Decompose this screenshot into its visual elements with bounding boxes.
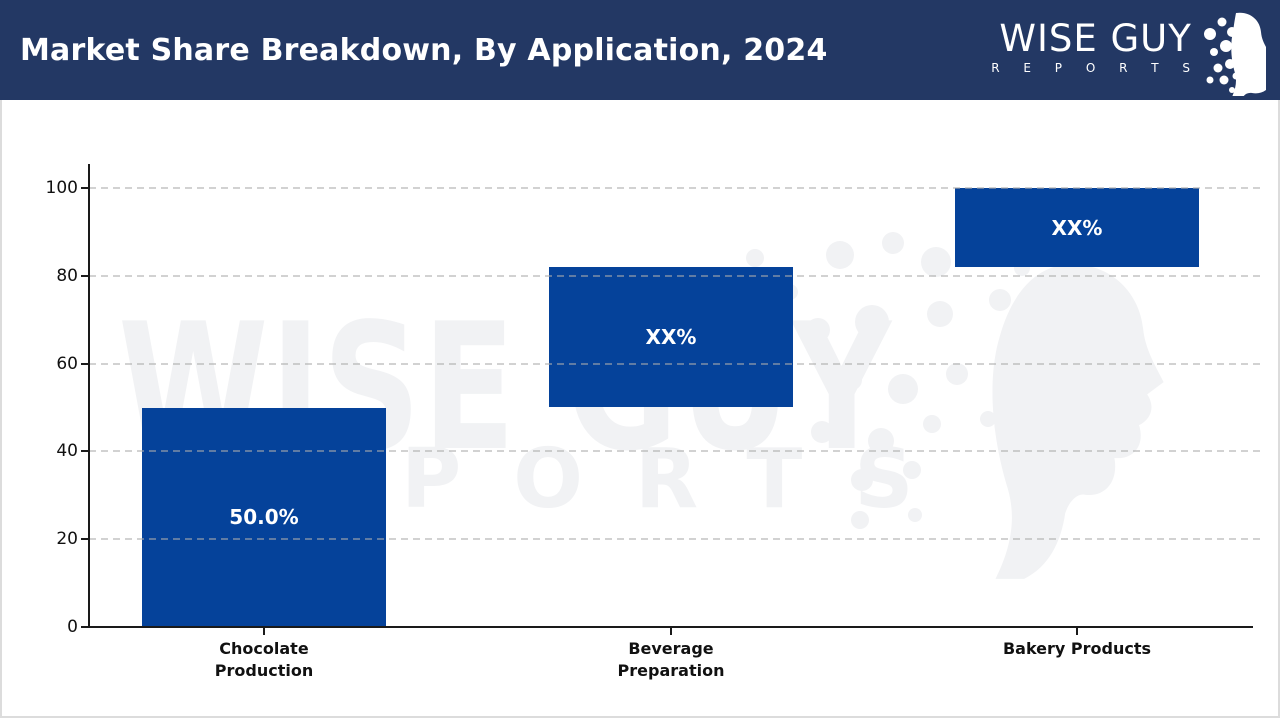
x-axis-tick-mark (1076, 628, 1078, 635)
logo-text: WISE GUY R E P O R T S (991, 17, 1200, 75)
bar-segment: XX% (955, 188, 1199, 268)
header-band: Market Share Breakdown, By Application, … (0, 0, 1280, 100)
x-axis-category-label: Chocolate Production (214, 639, 314, 680)
y-axis-tick-mark (81, 538, 88, 541)
y-axis-tick-label: 20 (56, 529, 78, 550)
gridline (89, 362, 1265, 365)
y-axis-line (88, 164, 90, 628)
dotted-head-icon (1204, 12, 1266, 96)
y-axis-tick-label: 60 (56, 353, 78, 374)
y-axis-tick-label: 0 (67, 617, 78, 637)
logo-wordmark: WISE GUY (999, 17, 1192, 60)
y-axis-tick-mark (81, 362, 88, 365)
chart-title: Market Share Breakdown, By Application, … (20, 32, 828, 68)
y-axis-tick-label: 40 (56, 441, 78, 462)
bar-segment: XX% (549, 267, 793, 408)
y-axis-tick-mark (81, 626, 88, 628)
y-axis-tick-label: 80 (56, 265, 78, 286)
x-axis-tick-mark (670, 628, 672, 635)
x-axis-line (85, 626, 1253, 628)
logo-tagline: R E P O R T S (991, 60, 1200, 75)
bar-value-label: 50.0% (229, 505, 299, 530)
x-axis-category-label: Beverage Preparation (617, 639, 725, 680)
gridline (89, 274, 1265, 277)
y-axis-tick-mark (81, 274, 88, 277)
y-axis-tick-mark (81, 450, 88, 453)
y-axis-tick-label: 100 (45, 178, 78, 198)
y-axis-tick-mark (81, 187, 88, 189)
image-border (0, 100, 1280, 718)
bar-segment: 50.0% (142, 407, 386, 627)
gridline (89, 450, 1265, 453)
x-axis-tick-mark (263, 628, 265, 635)
bar-value-label: XX% (645, 325, 697, 350)
gridline (89, 538, 1265, 541)
bar-value-label: XX% (1051, 215, 1103, 240)
wise-guy-reports-logo: WISE GUY R E P O R T S (991, 6, 1268, 96)
gridline (89, 187, 1265, 189)
x-axis-category-label: Bakery Products (1002, 639, 1152, 658)
